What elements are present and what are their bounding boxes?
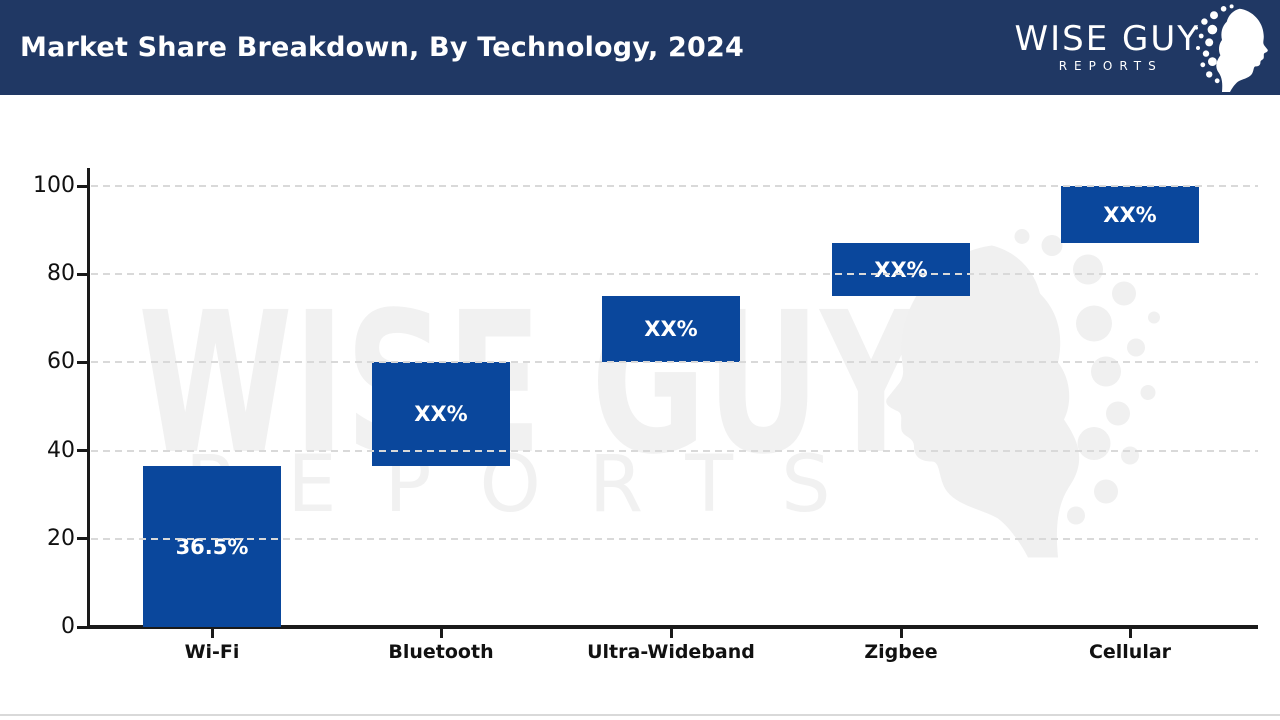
y-tick-mark xyxy=(77,537,88,541)
bar-wi-fi: 36.5% xyxy=(143,466,281,627)
y-tick-label: 40 xyxy=(47,437,75,463)
y-tick-mark xyxy=(77,625,88,629)
y-tick-mark xyxy=(77,449,88,453)
x-tick-mark xyxy=(899,629,903,638)
gridline xyxy=(91,273,1258,276)
chart-plot-area: 0 20 40 60 80 100 36.5% Wi-Fi XX% Bluetooth XX% Ult… xyxy=(0,95,1280,715)
bar-ultra-wideband: XX% xyxy=(602,296,740,363)
gridline xyxy=(91,361,1258,364)
y-tick-label: 60 xyxy=(47,349,75,375)
x-tick-mark xyxy=(439,629,443,638)
page-title: Market Share Breakdown, By Technology, 2… xyxy=(20,32,745,63)
bar-value-label: XX% xyxy=(644,317,698,342)
watermark-wordmark: WISE GUY xyxy=(138,270,922,497)
brand-wordmark-block: WISE GUY REPORTS xyxy=(1014,22,1200,73)
x-category-label: Ultra-Wideband xyxy=(587,641,755,663)
y-tick-mark xyxy=(77,184,88,188)
bar-value-label: XX% xyxy=(1103,202,1157,227)
x-axis-spine xyxy=(87,625,1258,629)
bar-cellular: XX% xyxy=(1061,186,1199,244)
watermark-head-icon xyxy=(886,229,1160,558)
brand-tagline: REPORTS xyxy=(1058,59,1163,73)
brand-wordmark: WISE GUY xyxy=(1014,19,1200,59)
gridline xyxy=(91,449,1258,452)
y-tick-label: 0 xyxy=(61,614,75,639)
x-tick-mark xyxy=(669,629,673,638)
y-tick-mark xyxy=(77,272,88,276)
bar-value-label: XX% xyxy=(414,402,468,427)
brand-head-icon xyxy=(1194,3,1268,92)
header-bar: Market Share Breakdown, By Technology, 2… xyxy=(0,0,1280,95)
brand-logo: WISE GUY REPORTS xyxy=(1014,0,1270,95)
x-tick-mark xyxy=(1128,629,1132,638)
y-tick-label: 80 xyxy=(47,261,75,287)
bar-bluetooth: XX% xyxy=(372,362,510,467)
x-tick-mark xyxy=(210,629,214,638)
bottom-divider xyxy=(0,714,1280,716)
bar-value-label: XX% xyxy=(874,257,928,282)
gridline xyxy=(91,185,1258,187)
x-category-label: Bluetooth xyxy=(388,641,494,663)
gridline xyxy=(91,537,1258,540)
x-category-label: Zigbee xyxy=(864,641,938,663)
bar-zigbee: XX% xyxy=(832,243,970,297)
y-tick-mark xyxy=(77,360,88,364)
x-category-label: Wi-Fi xyxy=(184,641,240,663)
y-axis-spine xyxy=(87,168,90,629)
x-category-label: Cellular xyxy=(1088,641,1172,663)
watermark-tagline: REPORTS xyxy=(185,440,879,530)
y-tick-label: 100 xyxy=(33,173,75,198)
y-tick-label: 20 xyxy=(47,525,75,551)
